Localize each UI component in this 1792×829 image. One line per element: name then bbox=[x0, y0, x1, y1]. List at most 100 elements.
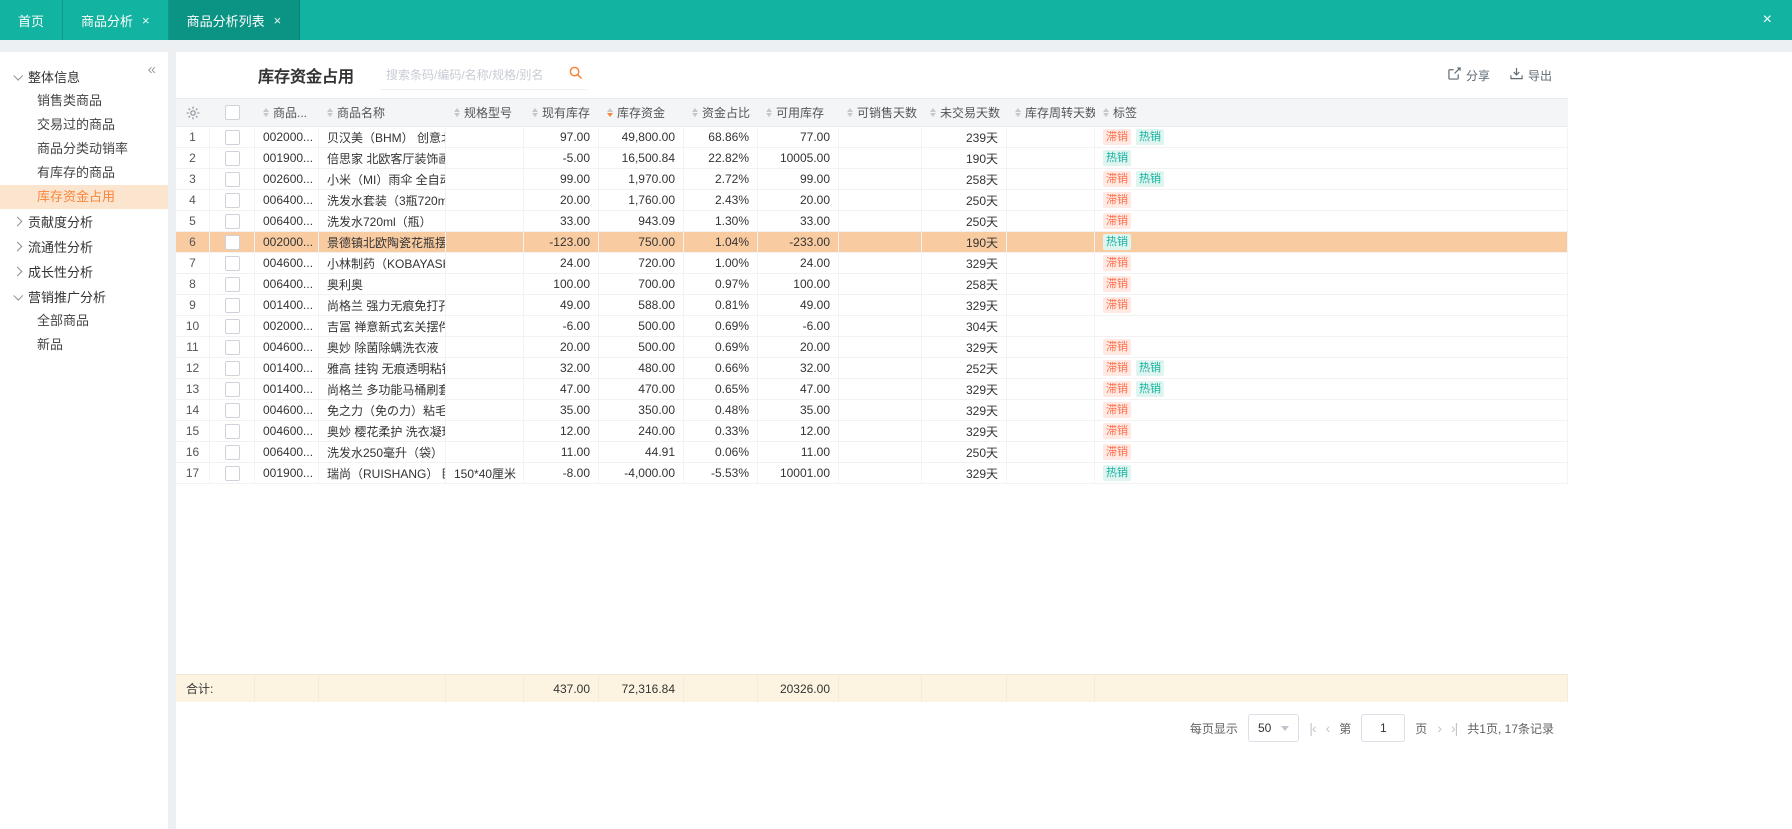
select-all-checkbox[interactable] bbox=[225, 105, 240, 120]
sort-icon[interactable] bbox=[454, 105, 460, 120]
sort-icon[interactable] bbox=[263, 105, 269, 120]
sort-icon[interactable] bbox=[1103, 105, 1109, 120]
cell-no_trade_days: 250天 bbox=[922, 442, 1007, 462]
cell-turnover_days bbox=[1007, 232, 1095, 252]
column-header-code[interactable]: 商品... bbox=[255, 99, 319, 126]
prev-page-button[interactable]: ‹ bbox=[1325, 720, 1331, 736]
tab-home[interactable]: 首页 bbox=[0, 0, 64, 40]
close-icon[interactable]: × bbox=[1762, 11, 1772, 28]
column-header-turnover_days[interactable]: 库存周转天数 bbox=[1007, 99, 1095, 126]
sidebar-item-traded-products[interactable]: 交易过的商品 bbox=[37, 117, 116, 132]
sort-icon[interactable] bbox=[532, 105, 538, 120]
row-checkbox[interactable] bbox=[224, 297, 240, 313]
page-input[interactable] bbox=[1361, 714, 1406, 742]
sort-icon[interactable] bbox=[607, 105, 613, 120]
sidebar-group-marketing-analysis[interactable]: 营销推广分析 bbox=[0, 284, 168, 309]
sort-icon[interactable] bbox=[327, 105, 333, 120]
tab-product-analysis[interactable]: 商品分析 × bbox=[63, 0, 169, 40]
column-header-no_trade_days[interactable]: 未交易天数 bbox=[922, 99, 1007, 126]
table-row[interactable]: 8 006400... 奥利奥 100.00 700.00 0.97% 100.00 258天… bbox=[176, 274, 1568, 295]
column-header-name[interactable]: 商品名称 bbox=[319, 99, 446, 126]
sidebar-group-label: 成长性分析 bbox=[28, 265, 94, 280]
row-checkbox[interactable] bbox=[224, 465, 240, 481]
row-checkbox[interactable] bbox=[224, 255, 240, 271]
row-checkbox[interactable] bbox=[224, 276, 240, 292]
sidebar-item-inventory-capital[interactable]: 库存资金占用 bbox=[0, 185, 168, 209]
table-row[interactable]: 1 002000...贝汉美（BHM） 创意北欧铁... 97.0049,800.0… bbox=[176, 127, 1568, 148]
search-input[interactable] bbox=[384, 66, 561, 83]
row-checkbox[interactable] bbox=[224, 129, 240, 145]
sidebar-item-sales-products[interactable]: 销售类商品 bbox=[37, 93, 103, 108]
column-header-ratio[interactable]: 资金占比 bbox=[684, 99, 758, 126]
sidebar-item-new-products[interactable]: 新品 bbox=[37, 337, 64, 352]
column-header-tags[interactable]: 标签 bbox=[1095, 99, 1568, 126]
sort-icon[interactable] bbox=[847, 105, 853, 120]
row-checkbox[interactable] bbox=[224, 171, 240, 187]
sidebar-item-category-sell-through[interactable]: 商品分类动销率 bbox=[37, 141, 129, 156]
first-page-button[interactable]: |‹ bbox=[1309, 720, 1316, 736]
share-button[interactable]: 分享 bbox=[1448, 67, 1490, 84]
sort-icon[interactable] bbox=[692, 105, 698, 120]
row-checkbox[interactable] bbox=[224, 360, 240, 376]
sort-icon[interactable] bbox=[930, 105, 936, 120]
cell-name: 尚格兰 强力无痕免打孔浴室 bbox=[319, 295, 446, 315]
table-row[interactable]: 17 001900...瑞尚（RUISHANG） 卧室...150*40厘米-8.… bbox=[176, 463, 1568, 484]
table-row[interactable]: 5 006400... 洗发水720ml（瓶） 33.00 943.09 1.30% 33.… bbox=[176, 211, 1568, 232]
sort-icon[interactable] bbox=[1015, 105, 1021, 120]
next-page-button[interactable]: › bbox=[1437, 720, 1442, 736]
sidebar-item-in-stock-products[interactable]: 有库存的商品 bbox=[37, 165, 116, 180]
sidebar-group-growth-analysis[interactable]: 成长性分析 bbox=[0, 259, 168, 284]
row-checkbox[interactable] bbox=[224, 234, 240, 250]
column-header-sell_days[interactable]: 可销售天数 bbox=[839, 99, 922, 126]
sidebar-group-overall-info[interactable]: 整体信息 bbox=[0, 64, 168, 89]
row-checkbox[interactable] bbox=[224, 318, 240, 334]
table-row[interactable]: 16 006400... 洗发水250毫升（袋） 11.00 44.91 0.06% 11.… bbox=[176, 442, 1568, 463]
tab-close-icon[interactable]: × bbox=[142, 12, 150, 28]
collapse-sidebar-button[interactable]: « bbox=[147, 61, 156, 78]
table-row[interactable]: 7004600...小林制药（KOBAYASHI）日24.00720.001.0… bbox=[176, 253, 1568, 274]
table-row[interactable]: 2 001900...倍思家 北欧客厅装饰画卧室 -5.0016,500.8422.… bbox=[176, 148, 1568, 169]
page-size-value: 50 bbox=[1257, 721, 1272, 735]
table-row[interactable]: 11 004600... 奥妙 除菌除螨洗衣液 20.00 500.00 0.69% 20.… bbox=[176, 337, 1568, 358]
column-settings-button[interactable] bbox=[176, 99, 210, 126]
row-checkbox[interactable] bbox=[224, 423, 240, 439]
row-checkbox[interactable] bbox=[224, 213, 240, 229]
sidebar-group-contribution-analysis[interactable]: 贡献度分析 bbox=[0, 209, 168, 234]
tab-product-analysis-list[interactable]: 商品分析列表 × bbox=[168, 0, 301, 40]
row-checkbox[interactable] bbox=[224, 150, 240, 166]
export-button[interactable]: 导出 bbox=[1510, 67, 1552, 84]
sidebar-item-all-products[interactable]: 全部商品 bbox=[37, 313, 90, 328]
tab-close-icon[interactable]: × bbox=[273, 12, 282, 28]
cell-turnover_days bbox=[1007, 211, 1095, 231]
row-checkbox[interactable] bbox=[224, 339, 240, 355]
search-icon[interactable] bbox=[568, 65, 583, 85]
row-checkbox[interactable] bbox=[224, 402, 240, 418]
sort-icon[interactable] bbox=[766, 105, 772, 120]
table-row[interactable]: 4006400...洗发水套装（3瓶720ml+1...20.001,760.0… bbox=[176, 190, 1568, 211]
row-checkbox[interactable] bbox=[224, 192, 240, 208]
column-header-stock[interactable]: 现有库存 bbox=[524, 99, 599, 126]
cell-turnover_days bbox=[1007, 148, 1095, 168]
total-records: 共1页, 17条记录 bbox=[1467, 721, 1554, 736]
row-checkbox[interactable] bbox=[224, 444, 240, 460]
table-row[interactable]: 14004600...免之力（免の力）粘毛器粘...35.00350.000.4… bbox=[176, 400, 1568, 421]
cell-available: -6.00 bbox=[758, 316, 839, 336]
last-page-button[interactable]: ›| bbox=[1450, 720, 1458, 736]
column-header-spec[interactable]: 规格型号 bbox=[446, 99, 524, 126]
cell-no_trade_days: 329天 bbox=[922, 463, 1007, 483]
row-checkbox[interactable] bbox=[224, 381, 240, 397]
cell-tags bbox=[1095, 316, 1568, 336]
download-icon bbox=[1510, 67, 1523, 83]
table-row[interactable]: 6 002000...景德镇北欧陶瓷花瓶摆件 优 -123.00750.001.04… bbox=[176, 232, 1568, 253]
column-header-capital[interactable]: 库存资金 bbox=[599, 99, 684, 126]
column-header-available[interactable]: 可用库存 bbox=[758, 99, 839, 126]
cell-stock: -8.00 bbox=[524, 463, 599, 483]
page-size-select[interactable]: 50 bbox=[1247, 714, 1300, 742]
sidebar-group-liquidity-analysis[interactable]: 流通性分析 bbox=[0, 234, 168, 259]
